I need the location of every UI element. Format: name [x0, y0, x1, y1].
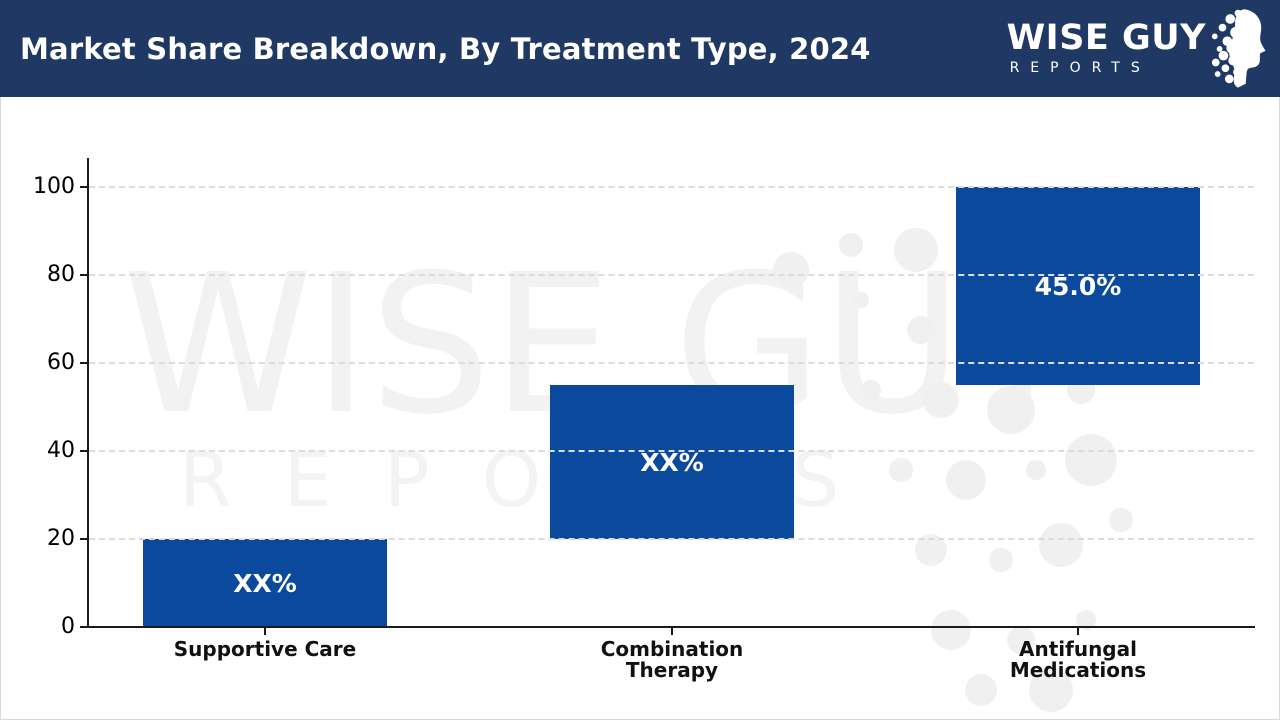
logo-text: WISE GUY REPORTS [1006, 18, 1206, 77]
header-bar: Market Share Breakdown, By Treatment Typ… [0, 0, 1280, 97]
x-tick-label-2: Antifungal Medications [1009, 637, 1147, 682]
bar-value-label: 45.0% [1034, 271, 1122, 301]
x-tick-label-0: Supportive Care [173, 637, 357, 661]
x-tick-0 [264, 628, 266, 635]
bar-supportive-care: XX% [143, 539, 387, 627]
y-tick-100 [80, 186, 87, 188]
x-tick-2 [1077, 628, 1079, 635]
gridline-20 [89, 538, 1254, 540]
x-tick-label-1: Combination Therapy [600, 637, 744, 682]
dotted-face-icon [1208, 5, 1266, 93]
gridline-60 [89, 362, 1254, 364]
bar-value-label: XX% [233, 568, 297, 598]
bar-value-label: XX% [640, 447, 704, 477]
y-axis-spine [87, 158, 89, 628]
bar-combination-therapy: XX% [550, 385, 794, 539]
gridline-40 [89, 450, 1254, 452]
y-tick-label-60: 60 [47, 350, 75, 375]
wise-guy-reports-logo: WISE GUY REPORTS [1007, 5, 1266, 93]
logo-wordmark: WISE GUY [1006, 18, 1206, 58]
bar-antifungal-medications: 45.0% [956, 187, 1200, 385]
y-tick-60 [80, 362, 87, 364]
x-axis-spine [87, 626, 1255, 628]
y-tick-label-20: 20 [47, 526, 75, 551]
y-tick-label-100: 100 [33, 174, 75, 199]
y-tick-0 [80, 626, 87, 628]
y-tick-label-40: 40 [47, 438, 75, 463]
y-tick-40 [80, 450, 87, 452]
y-tick-80 [80, 274, 87, 276]
y-tick-label-80: 80 [47, 262, 75, 287]
y-tick-label-0: 0 [61, 614, 75, 639]
gridline-80 [89, 274, 1254, 276]
x-tick-1 [671, 628, 673, 635]
logo-subtitle: REPORTS [1009, 60, 1151, 76]
page-title: Market Share Breakdown, By Treatment Typ… [20, 31, 871, 66]
y-tick-20 [80, 538, 87, 540]
chart-card: WISE GUY REPORTS 0 20 40 60 80 100 XX% XX% 45.0… [0, 97, 1280, 720]
gridline-100 [89, 186, 1254, 188]
